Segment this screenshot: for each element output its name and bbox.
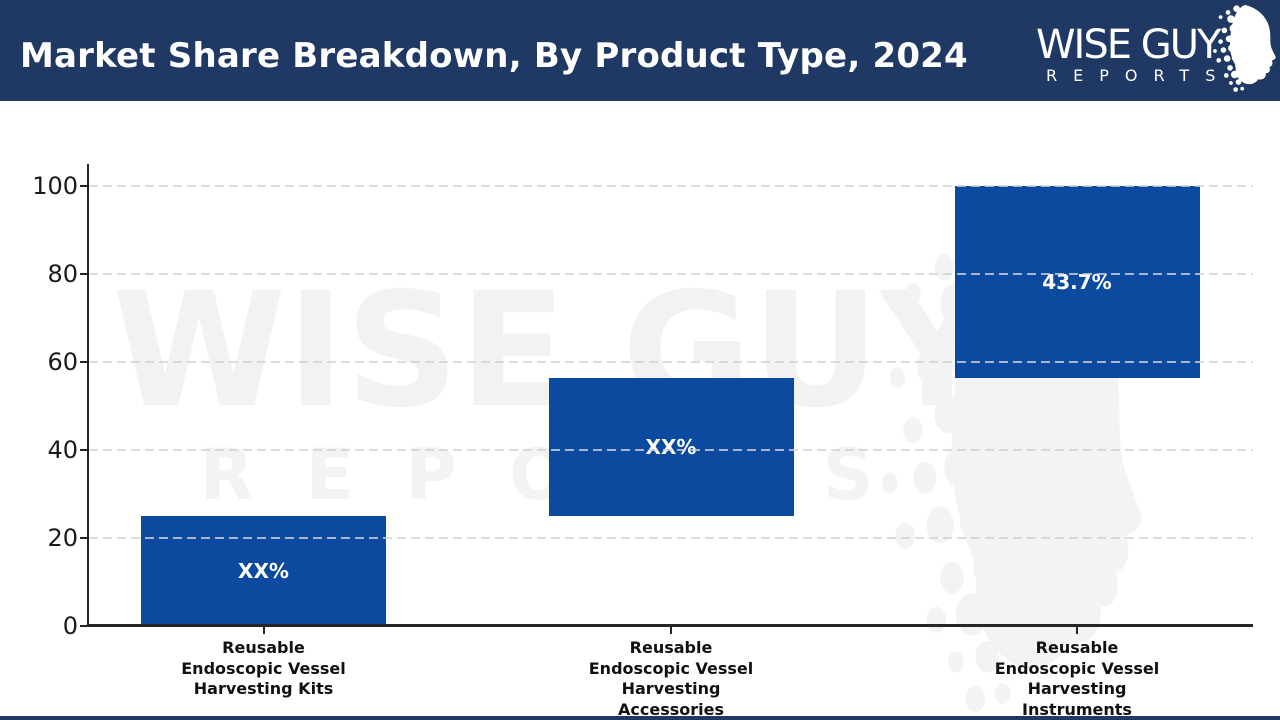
wiseguy-face-icon	[1213, 4, 1276, 92]
bar: XX%	[141, 516, 386, 626]
category-label-line: Harvesting Kits	[193, 679, 334, 698]
category-label-line: Reusable	[222, 638, 305, 657]
category-label-line: Instruments	[1022, 699, 1132, 719]
y-tick	[80, 361, 88, 363]
gridline	[89, 273, 1253, 275]
footer-strip	[0, 716, 1280, 720]
category-label-line: Reusable	[629, 638, 713, 657]
bar: XX%	[548, 378, 794, 516]
category-label-line: Harvesting	[621, 679, 721, 698]
category-label-line: Endoscopic Vessel	[181, 658, 346, 678]
category-label-line: Harvesting	[1027, 679, 1127, 698]
gridline	[89, 185, 1253, 187]
x-tick	[670, 626, 672, 634]
y-tick	[80, 449, 88, 451]
wiseguy-logo: WISE GUY REPORTS	[1030, 0, 1280, 101]
bar-value-label: XX%	[645, 435, 697, 460]
y-tick-label: 20	[47, 524, 78, 552]
y-tick-label: 80	[47, 260, 78, 288]
category-label-line: Reusable	[1035, 638, 1119, 657]
bar: 43.7%	[954, 186, 1200, 379]
category-label: Reusable Endoscopic Vessel Harvesting Acces…	[521, 638, 821, 720]
gridline	[89, 361, 1253, 363]
y-axis-line	[87, 164, 89, 627]
y-tick	[80, 185, 88, 187]
gridline	[89, 449, 1253, 451]
category-label-line: Endoscopic Vessel	[588, 658, 754, 678]
bar-value-label: XX%	[238, 559, 289, 583]
y-tick-label: 100	[32, 172, 78, 200]
category-label: Reusable Endoscopic Vessel Harvesting Instr…	[927, 638, 1227, 720]
category-label-line: Endoscopic Vessel	[994, 658, 1160, 678]
y-tick	[80, 273, 88, 275]
y-tick-label: 40	[47, 436, 78, 464]
header: Market Share Breakdown, By Product Type,…	[0, 0, 1280, 101]
x-tick	[262, 626, 265, 634]
x-tick	[1076, 626, 1078, 634]
category-label: Reusable Endoscopic Vessel Harvesting Kits	[114, 638, 414, 700]
y-tick	[80, 625, 88, 627]
y-tick-label: 0	[62, 612, 78, 640]
gridline	[89, 537, 1253, 539]
logo-wordmark: WISE GUY	[1036, 22, 1221, 68]
x-axis-line	[87, 624, 1253, 627]
logo-subtext: REPORTS	[1046, 66, 1232, 85]
category-label-line: Accessories	[618, 699, 724, 719]
y-tick-label: 60	[47, 348, 78, 376]
page-title: Market Share Breakdown, By Product Type,…	[20, 36, 968, 76]
y-tick	[80, 537, 88, 539]
